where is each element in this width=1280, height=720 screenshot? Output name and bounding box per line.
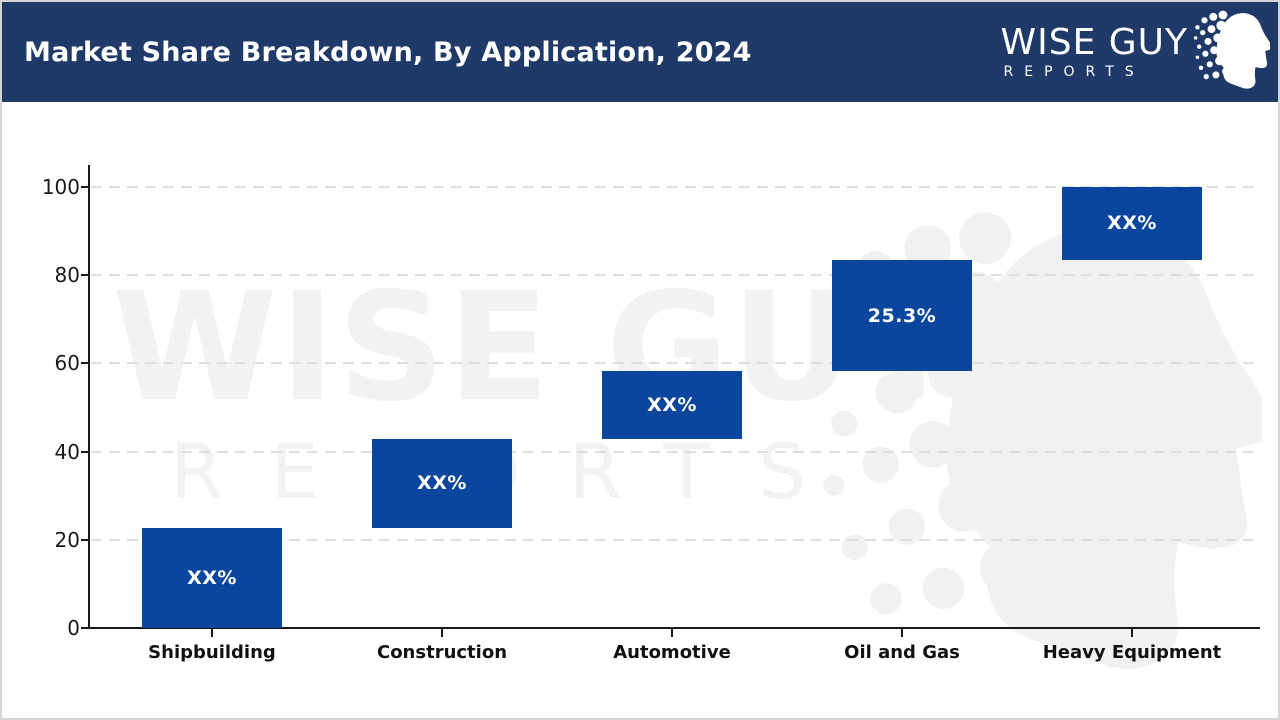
category-label: Automotive	[613, 642, 731, 663]
gridline	[91, 538, 1258, 541]
category-label: Oil and Gas	[844, 642, 960, 663]
chart-title: Market Share Breakdown, By Application, …	[24, 36, 752, 68]
category-label: Shipbuilding	[148, 642, 276, 663]
x-axis-tick	[211, 629, 213, 637]
y-axis-tick	[81, 274, 89, 277]
bar: XX%	[142, 527, 282, 628]
watermark-reports-text: REPORTS	[170, 427, 855, 516]
brand-sub: REPORTS	[1003, 63, 1145, 80]
bar: XX%	[602, 371, 742, 439]
y-tick-label: 20	[54, 527, 80, 552]
x-axis-tick	[441, 629, 443, 637]
x-axis-line	[88, 627, 1260, 629]
y-tick-label: 100	[41, 175, 80, 199]
bar-value-label: XX%	[187, 566, 237, 589]
gridline	[91, 274, 1258, 277]
y-tick-label: 40	[54, 439, 80, 464]
bar: 25.3%	[832, 259, 972, 372]
y-axis-tick	[81, 362, 89, 365]
brand-text: WISE GUY REPORTS	[1000, 21, 1189, 80]
y-axis-tick	[81, 450, 89, 453]
bar-value-label: XX%	[647, 394, 697, 417]
brand-name: WISE GUY	[1000, 21, 1188, 63]
gridline	[91, 186, 1258, 188]
header-bar: Market Share Breakdown, By Application, …	[2, 2, 1278, 102]
brand-logo: WISE GUY REPORTS	[1000, 6, 1270, 98]
brand-face-icon	[1193, 10, 1270, 89]
bar-value-label: XX%	[1107, 212, 1157, 235]
y-tick-label: 80	[54, 263, 80, 288]
gridline	[91, 450, 1258, 453]
category-label: Construction	[376, 642, 508, 663]
bar-value-label: XX%	[417, 472, 467, 495]
y-axis-tick	[81, 627, 89, 629]
y-tick-label: 60	[54, 351, 80, 376]
y-axis-tick	[81, 186, 89, 188]
bar: XX%	[1062, 187, 1202, 260]
gridline	[91, 362, 1258, 365]
x-axis-tick	[671, 629, 673, 637]
x-axis-tick	[901, 629, 903, 637]
bar-value-label: 25.3%	[867, 304, 937, 327]
y-axis-tick	[81, 538, 89, 541]
y-axis-line	[88, 164, 90, 628]
category-label: Heavy Equipment	[1042, 642, 1222, 663]
x-axis-tick	[1131, 629, 1133, 637]
bar: XX%	[372, 438, 512, 528]
y-tick-label: 0	[67, 616, 80, 640]
